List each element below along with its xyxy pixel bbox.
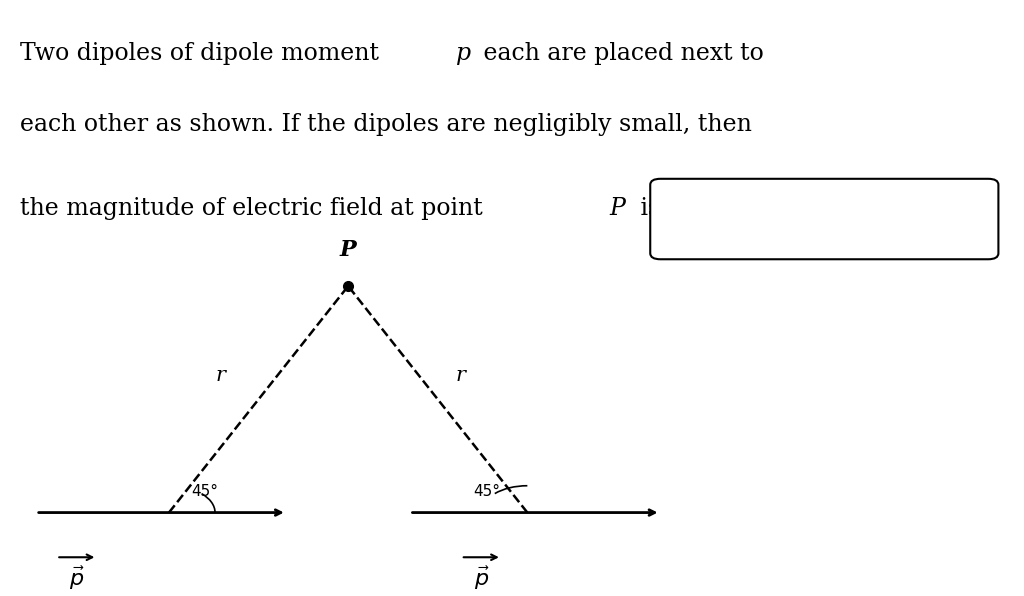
Text: ): ) bbox=[978, 198, 995, 241]
FancyBboxPatch shape bbox=[650, 179, 998, 259]
Text: Two dipoles of dipole moment: Two dipoles of dipole moment bbox=[20, 42, 387, 65]
Text: $\vec{p}$: $\vec{p}$ bbox=[473, 564, 489, 592]
Text: r: r bbox=[215, 366, 225, 385]
Text: P: P bbox=[609, 197, 626, 220]
Text: the magnitude of electric field at point: the magnitude of electric field at point bbox=[20, 197, 490, 220]
Text: P: P bbox=[340, 240, 356, 261]
Text: $k =$: $k =$ bbox=[691, 200, 729, 223]
Text: each are placed next to: each are placed next to bbox=[476, 42, 764, 65]
Text: (: ( bbox=[668, 198, 685, 241]
Text: $4\,\pi\varepsilon_0$: $4\,\pi\varepsilon_0$ bbox=[806, 217, 853, 238]
Text: p: p bbox=[456, 42, 471, 65]
Text: $\vec{p}$: $\vec{p}$ bbox=[69, 564, 85, 592]
Text: 45°: 45° bbox=[191, 484, 218, 499]
Text: each other as shown. If the dipoles are negligibly small, then: each other as shown. If the dipoles are … bbox=[20, 113, 753, 136]
Text: 45°: 45° bbox=[473, 484, 500, 499]
Text: is: is bbox=[633, 197, 660, 220]
Text: r: r bbox=[456, 366, 466, 385]
Text: 1: 1 bbox=[822, 192, 837, 213]
